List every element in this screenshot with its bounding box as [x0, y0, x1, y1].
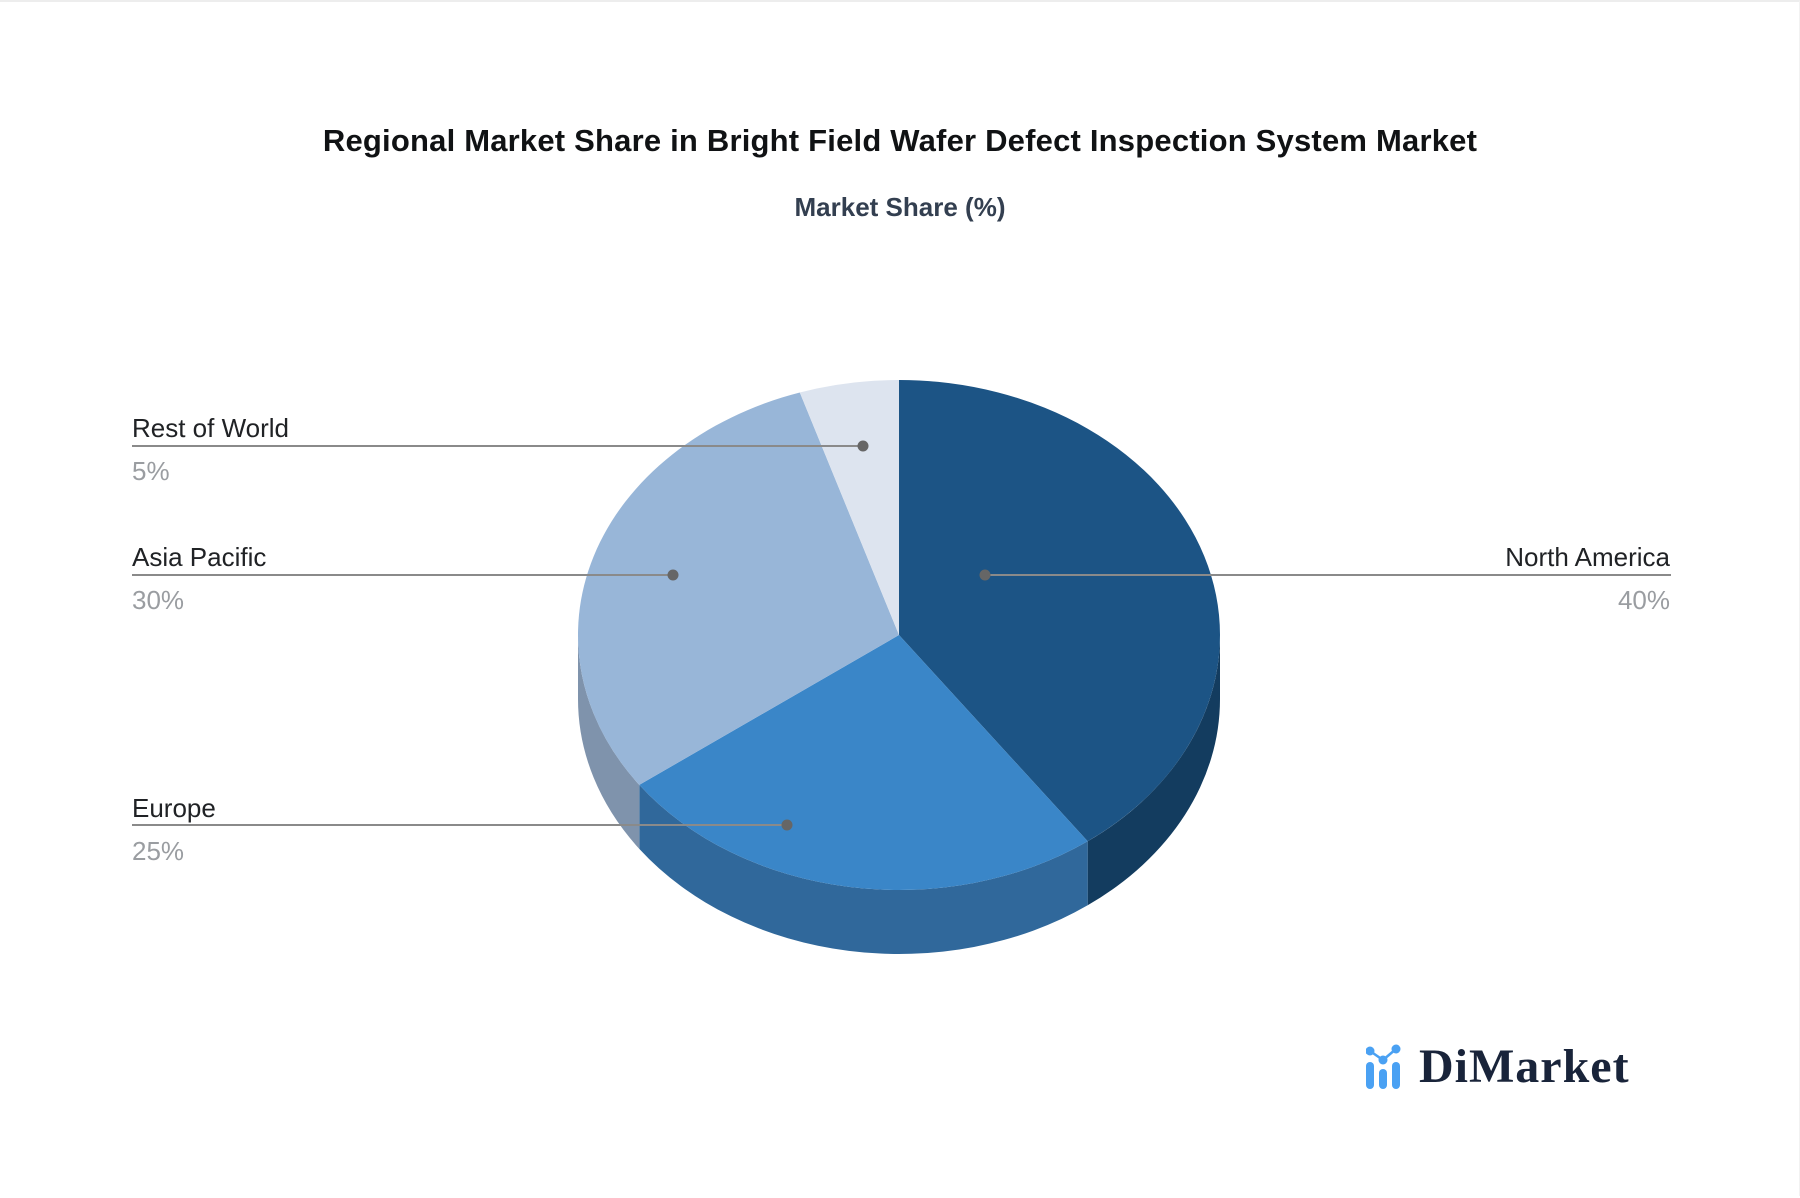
leader-dot-europe [781, 819, 793, 831]
dimarket-logo: DiMarket [1366, 1040, 1630, 1093]
logo-dot-1 [1366, 1046, 1375, 1056]
pie-slice-asia-pacific[interactable] [577, 392, 899, 785]
leader-dot-asia-pacific [667, 569, 679, 581]
logo-dot-3 [1391, 1044, 1401, 1054]
callout-north-america: North America 40% [1505, 542, 1670, 615]
logo-dot-2 [1378, 1055, 1388, 1065]
slice-label-rest-of-world: Rest of World [132, 413, 290, 443]
slice-value-rest-of-world: 5% [132, 456, 170, 486]
slice-value-north-america: 40% [1617, 585, 1670, 615]
logo-bar-1 [1366, 1062, 1374, 1089]
slice-label-north-america: North America [1505, 542, 1670, 572]
callout-europe: Europe 25% [132, 793, 216, 866]
leader-dot-rest-of-world [857, 440, 869, 452]
bar-chart-logo-icon [1366, 1044, 1401, 1089]
slice-value-asia-pacific: 30% [132, 585, 185, 615]
pie-side-europe [639, 784, 1088, 954]
chart-title: Regional Market Share in Bright Field Wa… [322, 123, 1478, 158]
pie-slice-north-america[interactable] [899, 380, 1221, 842]
pie-side-asia-pacific [578, 635, 640, 849]
logo-bar-2 [1379, 1069, 1387, 1089]
callout-rest-of-world: Rest of World 5% [132, 413, 289, 486]
slice-value-europe: 25% [132, 836, 185, 866]
chart-subtitle: Market Share (%) [794, 192, 1006, 222]
slice-label-asia-pacific: Asia Pacific [132, 542, 267, 572]
slice-label-europe: Europe [132, 793, 216, 823]
callout-asia-pacific: Asia Pacific 30% [132, 542, 266, 615]
pie-slice-rest-of-world[interactable] [799, 380, 899, 635]
pie-slice-europe[interactable] [639, 635, 1088, 890]
pie-side-north-america [1087, 635, 1220, 906]
logo-text: DiMarket [1419, 1040, 1630, 1093]
leader-dot-north-america [979, 569, 991, 581]
logo-bar-3 [1392, 1062, 1400, 1089]
